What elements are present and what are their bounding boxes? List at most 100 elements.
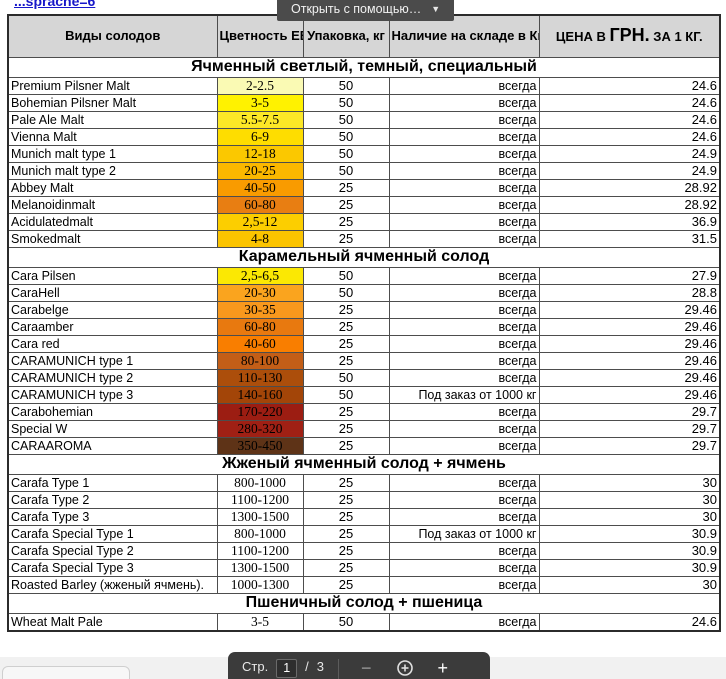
table-row: Caraamber 60-80 25 всегда 29.46 <box>7 317 721 336</box>
ebc-value-cell: 2-2.5 <box>216 76 304 95</box>
page-link[interactable]: ...sprache=6 <box>14 0 96 9</box>
table-row: CARAMUNICH type 1 80-100 25 всегда 29.46 <box>7 351 721 370</box>
table-row: Wheat Malt Pale 3-5 50 всегда 24.6 <box>7 612 721 631</box>
col-header-ebc-color: Цветность ЕВС <box>216 14 304 58</box>
package-kg-cell: 25 <box>302 575 390 594</box>
ebc-value-cell: 20-25 <box>216 161 304 180</box>
malt-name-cell: CARAMUNICH type 1 <box>7 351 218 370</box>
package-kg-cell: 25 <box>302 490 390 509</box>
stock-status-cell: всегда <box>388 490 540 509</box>
chevron-down-icon: ▼ <box>431 4 441 14</box>
stock-status-cell: всегда <box>388 473 540 492</box>
price-cell: 28.8 <box>538 283 721 302</box>
package-kg-cell: 25 <box>302 212 390 231</box>
price-cell: 24.6 <box>538 76 721 95</box>
malt-name-cell: Munich malt type 1 <box>7 144 218 163</box>
malt-name-cell: CARAMUNICH type 3 <box>7 385 218 404</box>
malt-name-cell: Carabelge <box>7 300 218 319</box>
package-kg-cell: 25 <box>302 436 390 455</box>
malt-name-cell: Cara Pilsen <box>7 266 218 285</box>
package-kg-cell: 25 <box>302 195 390 214</box>
table-row: Munich malt type 1 12-18 50 всегда 24.9 <box>7 144 721 163</box>
malt-name-cell: CARAMUNICH type 2 <box>7 368 218 387</box>
malt-name-cell: Melanoidinmalt <box>7 195 218 214</box>
package-kg-cell: 25 <box>302 317 390 336</box>
package-kg-cell: 25 <box>302 178 390 197</box>
price-cell: 30 <box>538 507 721 526</box>
malt-name-cell: Carafa Type 1 <box>7 473 218 492</box>
price-header-part: ЗА 1 КГ. <box>649 29 703 45</box>
ebc-value-cell: 40-50 <box>216 178 304 197</box>
table-row: Pale Ale Malt 5.5-7.5 50 всегда 24.6 <box>7 110 721 129</box>
price-cell: 24.6 <box>538 612 721 631</box>
price-cell: 30 <box>538 490 721 509</box>
package-kg-cell: 25 <box>302 402 390 421</box>
table-row: CaraHell 20-30 50 всегда 28.8 <box>7 283 721 302</box>
malt-name-cell: Carafa Type 2 <box>7 490 218 509</box>
price-cell: 29.46 <box>538 368 721 387</box>
ebc-value-cell: 3-5 <box>216 612 304 631</box>
stock-status-cell: всегда <box>388 229 540 248</box>
zoom-out-button[interactable]: − <box>353 659 380 677</box>
package-kg-cell: 50 <box>302 110 390 129</box>
price-cell: 24.6 <box>538 127 721 146</box>
price-cell: 29.46 <box>538 351 721 370</box>
malt-name-cell: Carabohemian <box>7 402 218 421</box>
malt-name-cell: Bohemian Pilsner Malt <box>7 93 218 112</box>
ebc-value-cell: 12-18 <box>216 144 304 163</box>
ebc-value-cell: 800-1000 <box>216 473 304 492</box>
stock-status-cell: всегда <box>388 419 540 438</box>
malt-name-cell: Pale Ale Malt <box>7 110 218 129</box>
open-with-dropdown[interactable]: Открыть с помощью… ▼ <box>277 0 455 21</box>
price-cell: 24.6 <box>538 93 721 112</box>
package-kg-cell: 25 <box>302 541 390 560</box>
package-kg-cell: 25 <box>302 507 390 526</box>
malt-name-cell: Carafa Special Type 2 <box>7 541 218 560</box>
ebc-value-cell: 1100-1200 <box>216 541 304 560</box>
stock-status-cell: всегда <box>388 558 540 577</box>
package-kg-cell: 25 <box>302 524 390 543</box>
section-title-row: Пшеничный солод + пшеница <box>7 592 721 614</box>
malt-name-cell: Cara red <box>7 334 218 353</box>
stock-status-cell: Под заказ от 1000 кг <box>388 524 540 543</box>
stock-status-cell: всегда <box>388 144 540 163</box>
stock-status-cell: всегда <box>388 110 540 129</box>
stock-status-cell: Под заказ от 1000 кг <box>388 385 540 404</box>
stock-status-cell: всегда <box>388 161 540 180</box>
package-kg-cell: 50 <box>302 612 390 631</box>
malt-name-cell: Roasted Barley (жженый ячмень). <box>7 575 218 594</box>
ebc-value-cell: 2,5-12 <box>216 212 304 231</box>
stock-status-cell: всегда <box>388 266 540 285</box>
table-row: Vienna Malt 6-9 50 всегда 24.6 <box>7 127 721 146</box>
price-header-part: ЦЕНА В <box>555 29 610 45</box>
current-page-input[interactable]: 1 <box>276 659 298 678</box>
stock-status-cell: всегда <box>388 178 540 197</box>
package-kg-cell: 25 <box>302 558 390 577</box>
stock-status-cell: всегда <box>388 300 540 319</box>
price-cell: 29.46 <box>538 385 721 404</box>
section-title: Карамельный ячменный солод <box>7 246 721 268</box>
table-row: Carabelge 30-35 25 всегда 29.46 <box>7 300 721 319</box>
stock-status-cell: всегда <box>388 351 540 370</box>
price-cell: 24.9 <box>538 161 721 180</box>
malt-name-cell: Acidulatedmalt <box>7 212 218 231</box>
zoom-in-button[interactable]: + <box>430 659 457 677</box>
ebc-value-cell: 5.5-7.5 <box>216 110 304 129</box>
package-kg-cell: 25 <box>302 300 390 319</box>
ebc-value-cell: 1300-1500 <box>216 507 304 526</box>
package-kg-cell: 50 <box>302 76 390 95</box>
package-kg-cell: 50 <box>302 385 390 404</box>
ebc-value-cell: 40-60 <box>216 334 304 353</box>
open-with-label: Открыть с помощью… <box>291 2 422 16</box>
stock-status-cell: всегда <box>388 436 540 455</box>
price-cell: 28.92 <box>538 195 721 214</box>
package-kg-cell: 25 <box>302 351 390 370</box>
ebc-value-cell: 110-130 <box>216 368 304 387</box>
price-header-grn: ГРН. <box>609 25 650 46</box>
stock-status-cell: всегда <box>388 541 540 560</box>
package-kg-cell: 25 <box>302 229 390 248</box>
zoom-fit-button[interactable] <box>388 659 422 677</box>
ebc-value-cell: 6-9 <box>216 127 304 146</box>
malt-name-cell: Smokedmalt <box>7 229 218 248</box>
ebc-value-cell: 2,5-6,5 <box>216 266 304 285</box>
